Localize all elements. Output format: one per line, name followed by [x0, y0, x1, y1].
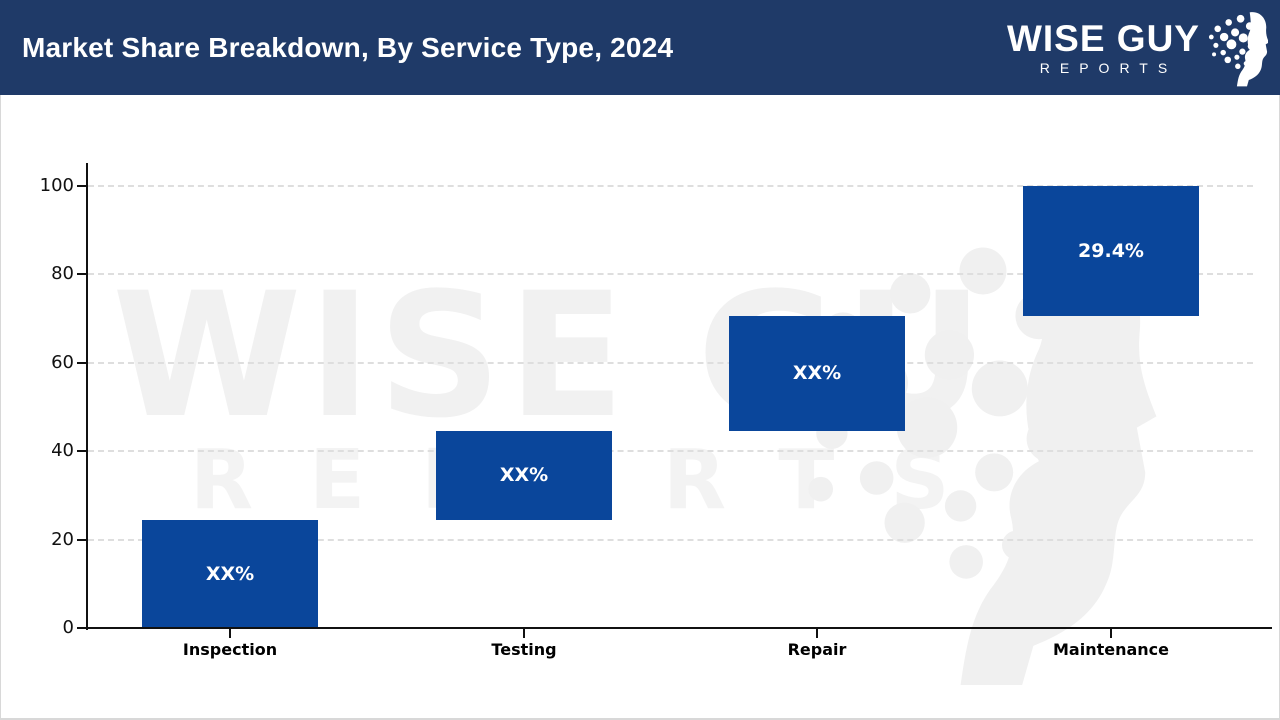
logo-text: WISE GUY REPORTS — [1006, 18, 1200, 77]
x-tick-mark — [816, 629, 818, 638]
bar-value-label: XX% — [499, 464, 549, 487]
y-tick-label: 100 — [39, 175, 74, 196]
bar-value-label: XX% — [205, 563, 255, 586]
x-tick-label: Inspection — [182, 640, 278, 659]
y-gridline — [88, 450, 1253, 453]
bar-value-label: XX% — [792, 362, 842, 385]
y-gridline — [88, 538, 1253, 541]
y-tick-mark — [77, 538, 86, 541]
y-tick-label: 0 — [62, 617, 74, 638]
y-axis — [86, 163, 88, 630]
y-gridline — [88, 273, 1253, 276]
y-tick-mark — [77, 361, 86, 364]
y-tick-mark — [77, 273, 86, 276]
y-tick-label: 60 — [51, 351, 74, 373]
x-tick-label: Maintenance — [1052, 640, 1169, 659]
page-title: Market Share Breakdown, By Service Type,… — [22, 31, 674, 63]
x-tick-mark — [523, 629, 525, 638]
bar-value-label: 29.4% — [1078, 239, 1144, 262]
logo-tagline: REPORTS — [1039, 60, 1178, 76]
x-tick-mark — [1110, 629, 1112, 638]
watermark-head-icon — [789, 230, 1157, 685]
y-gridline — [88, 361, 1253, 364]
y-tick-mark — [77, 627, 86, 629]
y-tick-label: 40 — [51, 440, 74, 462]
logo-name: WISE GUY — [1006, 18, 1200, 59]
x-tick-mark — [229, 629, 231, 638]
x-axis — [79, 627, 1272, 629]
dotted-head-profile-icon — [1208, 12, 1268, 87]
y-tick-mark — [77, 185, 86, 187]
bar-segment: 29.4% — [1023, 186, 1199, 316]
y-tick-label: 20 — [51, 528, 74, 550]
bar-segment: XX% — [142, 520, 318, 628]
wise-guy-reports-logo: WISE GUY REPORTS — [1007, 6, 1268, 90]
y-gridline — [88, 185, 1253, 187]
header-bar: Market Share Breakdown, By Service Type,… — [0, 0, 1280, 95]
y-tick-mark — [77, 450, 86, 453]
x-tick-label: Repair — [787, 640, 847, 659]
y-tick-label: 80 — [51, 263, 74, 285]
bar-segment: XX% — [729, 315, 905, 431]
x-tick-label: Testing — [491, 640, 557, 659]
bar-segment: XX% — [436, 430, 612, 520]
